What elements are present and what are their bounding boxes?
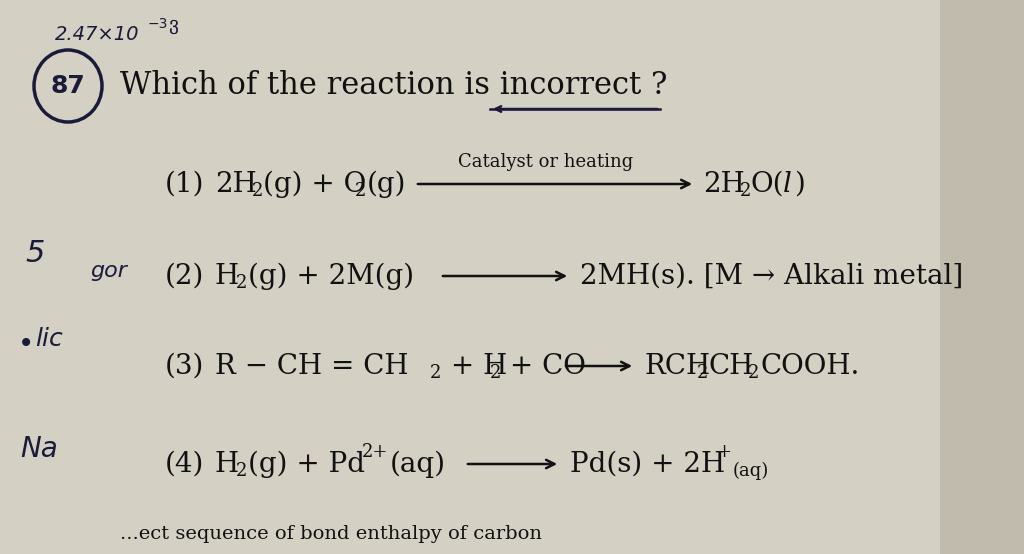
Text: H: H [215, 263, 240, 290]
Text: + CO: + CO [501, 352, 586, 379]
Text: (g) + Pd: (g) + Pd [248, 450, 365, 478]
Text: H: H [215, 450, 240, 478]
Text: lic: lic [35, 327, 62, 351]
Text: O(: O( [751, 171, 784, 197]
Text: 5: 5 [25, 239, 44, 269]
Text: (3): (3) [165, 352, 205, 379]
Text: l: l [783, 171, 792, 197]
Text: ...ect sequence of bond enthalpy of carbon: ...ect sequence of bond enthalpy of carb… [120, 525, 542, 543]
Text: 2: 2 [697, 364, 709, 382]
Bar [940, 0, 1024, 554]
Text: (g) + 2M(g): (g) + 2M(g) [248, 263, 414, 290]
Text: (1): (1) [165, 171, 205, 197]
Text: 2: 2 [236, 462, 248, 480]
Text: gor: gor [90, 261, 127, 281]
Text: R − CH = CH: R − CH = CH [215, 352, 409, 379]
Text: 2: 2 [748, 364, 760, 382]
Text: 2: 2 [236, 274, 248, 292]
Text: Which of the reaction is incorrect ?: Which of the reaction is incorrect ? [120, 70, 668, 101]
Text: 2.47×10: 2.47×10 [55, 24, 139, 44]
Text: + H: + H [442, 352, 507, 379]
Text: 2H: 2H [703, 171, 744, 197]
Text: ვ: ვ [168, 14, 178, 33]
Text: ): ) [794, 171, 805, 197]
Text: 2: 2 [355, 182, 367, 200]
Text: −3: −3 [148, 17, 168, 31]
Text: (4): (4) [165, 450, 205, 478]
Text: Pd(s) + 2H: Pd(s) + 2H [570, 450, 725, 478]
Text: +: + [716, 443, 731, 461]
Text: (2): (2) [165, 263, 205, 290]
Text: 2MH(s). [M → Alkali metal]: 2MH(s). [M → Alkali metal] [580, 263, 964, 290]
Text: Na: Na [20, 435, 57, 463]
Text: •: • [18, 330, 34, 358]
Text: RCH: RCH [644, 352, 710, 379]
Text: (aq): (aq) [733, 462, 769, 480]
Text: (g): (g) [367, 170, 407, 198]
Text: COOH.: COOH. [760, 352, 859, 379]
Text: 2: 2 [430, 364, 441, 382]
Text: (g) + O: (g) + O [263, 170, 367, 198]
Text: 2: 2 [740, 182, 752, 200]
Text: CH: CH [709, 352, 755, 379]
Text: 87: 87 [50, 74, 85, 98]
Text: 2: 2 [252, 182, 263, 200]
Text: 2+: 2+ [362, 443, 388, 461]
Text: 2H: 2H [215, 171, 257, 197]
Text: Catalyst or heating: Catalyst or heating [458, 153, 633, 171]
Text: 2: 2 [490, 364, 502, 382]
Text: (aq): (aq) [390, 450, 446, 478]
